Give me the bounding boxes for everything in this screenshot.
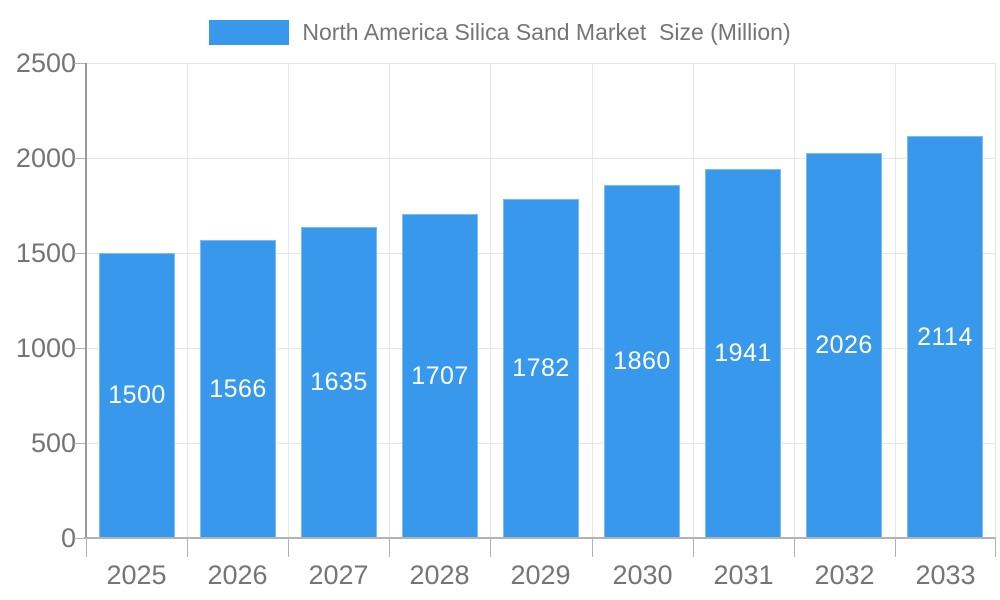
bar: 1566: [200, 240, 276, 538]
bar: 1782: [503, 199, 579, 538]
x-category-label: 2031: [713, 560, 774, 590]
bar: 2114: [907, 136, 983, 538]
x-tick-mark: [288, 538, 289, 557]
x-tick-mark: [895, 538, 896, 557]
x-category-label: 2028: [409, 560, 470, 590]
bar-value-label: 1941: [714, 339, 772, 367]
y-axis-line: [85, 63, 87, 538]
x-tick-mark: [693, 538, 694, 557]
y-tick-label: 500: [30, 428, 76, 458]
legend[interactable]: North America Silica Sand Market Size (M…: [0, 19, 1000, 45]
gridline-h: [86, 62, 996, 64]
bar: 1941: [705, 169, 781, 538]
y-tick-mark: [74, 158, 86, 159]
x-tick-mark: [592, 538, 593, 557]
x-tick-mark: [389, 538, 390, 557]
gridline-v: [490, 63, 491, 538]
gridline-v: [995, 63, 996, 538]
plot-area: 1500 1566 1635 1707 1782 1860 1941 2026 2114: [84, 62, 996, 539]
y-tick-mark: [74, 443, 86, 444]
bar: 1707: [402, 214, 478, 538]
y-tick-label: 1500: [15, 238, 76, 268]
x-tick-mark: [490, 538, 491, 557]
x-tick-mark: [794, 538, 795, 557]
x-category-label: 2025: [106, 560, 167, 590]
gridline-h: [86, 157, 996, 159]
x-category-label: 2032: [814, 560, 875, 590]
y-tick-label: 2000: [15, 143, 76, 173]
bar-value-label: 1566: [209, 374, 267, 403]
gridline-v: [895, 63, 896, 538]
x-tick-mark: [187, 538, 188, 557]
y-tick-mark: [74, 253, 86, 254]
gridline-v: [592, 63, 593, 538]
y-tick-label: 1000: [15, 333, 76, 363]
bar: 1635: [301, 227, 377, 538]
bar: 2026: [806, 153, 882, 538]
y-tick-mark: [74, 538, 86, 539]
bar-value-label: 1500: [108, 381, 166, 409]
y-tick-mark: [74, 63, 86, 64]
bar-value-label: 2026: [815, 331, 873, 359]
bar-value-label: 2114: [917, 322, 973, 351]
y-tick-mark: [74, 348, 86, 349]
x-axis-line: [84, 537, 996, 539]
gridline-v: [693, 63, 694, 538]
x-category-label: 2026: [207, 560, 268, 590]
x-tick-mark: [995, 538, 996, 557]
bar-value-label: 1707: [411, 361, 469, 390]
x-category-label: 2030: [612, 560, 673, 590]
gridline-v: [794, 63, 795, 538]
bar: 1860: [604, 185, 680, 538]
x-category-label: 2027: [308, 560, 369, 590]
gridline-v: [389, 63, 390, 538]
y-tick-label: 2500: [15, 48, 76, 78]
x-category-label: 2029: [510, 560, 571, 590]
gridline-v: [288, 63, 289, 538]
x-tick-mark: [86, 538, 87, 557]
legend-swatch-icon: [209, 19, 290, 45]
bar-value-label: 1782: [512, 354, 570, 382]
legend-label: North America Silica Sand Market Size (M…: [302, 19, 791, 45]
bar-value-label: 1635: [310, 368, 368, 396]
bar: 1500: [99, 253, 175, 538]
bar-value-label: 1860: [613, 347, 671, 375]
x-category-label: 2033: [915, 560, 976, 590]
gridline-v: [187, 63, 188, 538]
y-tick-label: 0: [60, 523, 76, 553]
